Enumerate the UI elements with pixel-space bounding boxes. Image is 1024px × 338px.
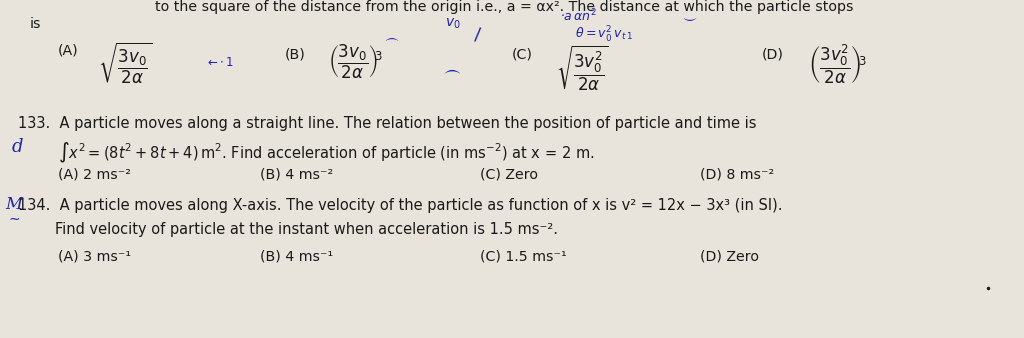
Text: (B) 4 ms⁻²: (B) 4 ms⁻² — [260, 167, 333, 181]
Text: $\smile$: $\smile$ — [680, 10, 698, 24]
Text: (A): (A) — [58, 43, 79, 57]
Text: $\int x^2 = (8t^2 + 8t + 4)\,\mathrm{m}^2$. Find acceleration of particle (in ms: $\int x^2 = (8t^2 + 8t + 4)\,\mathrm{m}^… — [58, 141, 594, 165]
Text: (D) Zero: (D) Zero — [700, 250, 759, 264]
Text: 133.  A particle moves along a straight line. The relation between the position : 133. A particle moves along a straight l… — [18, 116, 757, 131]
Text: (C): (C) — [512, 48, 532, 62]
Text: (D): (D) — [762, 48, 784, 62]
Text: (C) Zero: (C) Zero — [480, 167, 538, 181]
Text: $\theta = v_0^2\,v_{t\,1}$: $\theta = v_0^2\,v_{t\,1}$ — [575, 25, 633, 45]
Text: M: M — [5, 196, 22, 213]
Text: 134.  A particle moves along X-axis. The velocity of the particle as function of: 134. A particle moves along X-axis. The … — [18, 198, 782, 213]
Text: $v_0$: $v_0$ — [445, 17, 461, 31]
Text: $\frown$: $\frown$ — [382, 30, 400, 44]
Text: (D) 8 ms⁻²: (D) 8 ms⁻² — [700, 167, 774, 181]
Text: $\sim$: $\sim$ — [6, 211, 20, 225]
Text: (B) 4 ms⁻¹: (B) 4 ms⁻¹ — [260, 250, 333, 264]
Text: $\leftarrow\!\cdot 1$: $\leftarrow\!\cdot 1$ — [205, 56, 234, 69]
Text: (A) 2 ms⁻²: (A) 2 ms⁻² — [58, 167, 131, 181]
Text: (C) 1.5 ms⁻¹: (C) 1.5 ms⁻¹ — [480, 250, 566, 264]
Text: /: / — [474, 26, 481, 45]
Text: $\left(\dfrac{3v_0^2}{2\alpha}\right)^{\!\!3}$: $\left(\dfrac{3v_0^2}{2\alpha}\right)^{\… — [808, 43, 867, 86]
Text: $\sqrt{\dfrac{3v_0^2}{2\alpha}}$: $\sqrt{\dfrac{3v_0^2}{2\alpha}}$ — [556, 43, 608, 93]
Text: d: d — [12, 138, 24, 156]
Text: is: is — [30, 17, 42, 31]
Text: Find velocity of particle at the instant when acceleration is 1.5 ms⁻².: Find velocity of particle at the instant… — [55, 222, 558, 237]
Text: $\sqrt{\dfrac{3v_0}{2\alpha}}$: $\sqrt{\dfrac{3v_0}{2\alpha}}$ — [98, 41, 153, 87]
Text: $\frown$: $\frown$ — [440, 60, 461, 78]
Text: $\left(\dfrac{3v_0}{2\alpha}\right)^{\!\!3}$: $\left(\dfrac{3v_0}{2\alpha}\right)^{\!\… — [328, 43, 383, 81]
Text: (A) 3 ms⁻¹: (A) 3 ms⁻¹ — [58, 250, 131, 264]
Text: (B): (B) — [285, 48, 306, 62]
Text: $\cdot a\,\alpha n^2$: $\cdot a\,\alpha n^2$ — [560, 8, 597, 25]
Text: to the square of the distance from the origin i.e., a = αx². The distance at whi: to the square of the distance from the o… — [155, 0, 853, 14]
